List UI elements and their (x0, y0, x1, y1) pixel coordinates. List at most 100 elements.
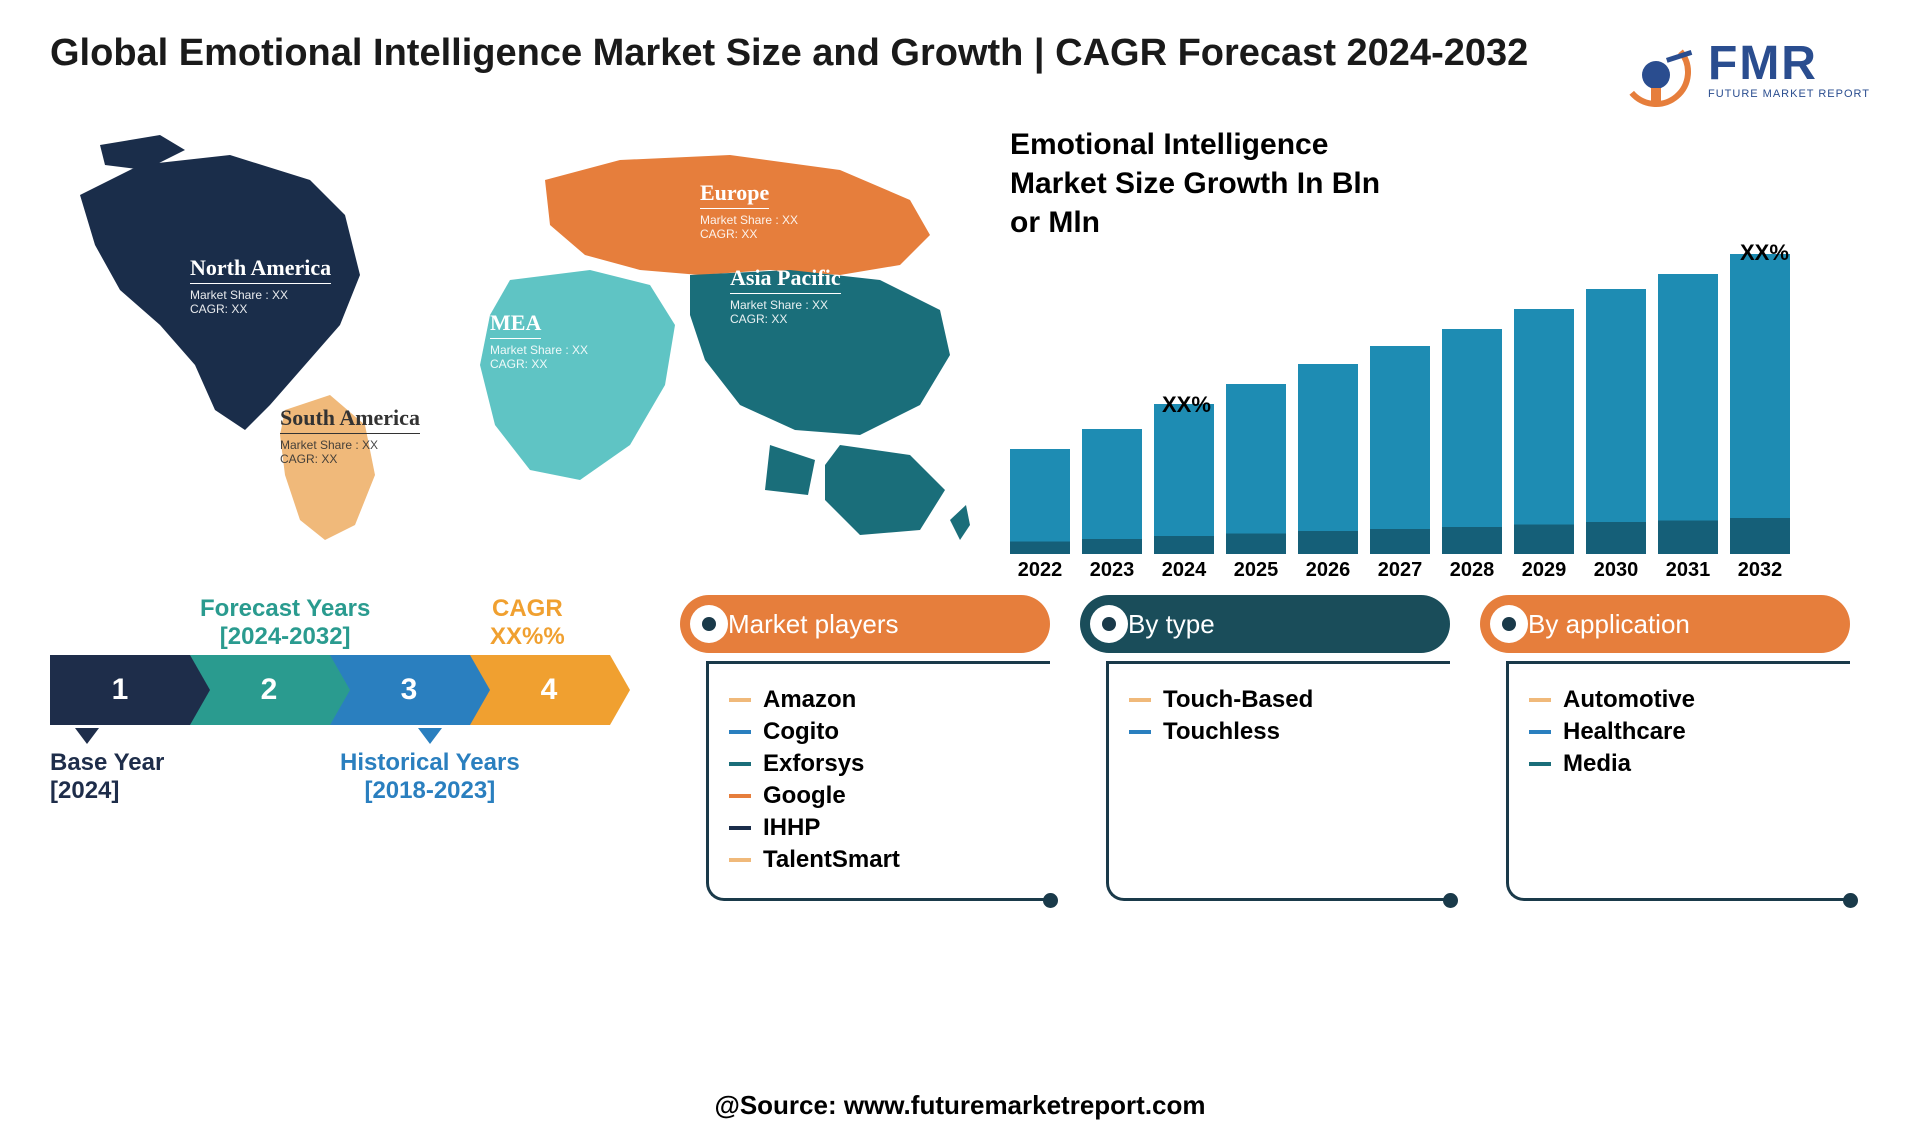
list-item-text: Healthcare (1563, 718, 1686, 746)
fmr-logo-icon (1618, 30, 1698, 110)
bar (1226, 384, 1286, 554)
dash-icon (1529, 762, 1551, 766)
market-players-list: Amazon Cogito Exforsys Google IHHP TalentSmar… (706, 661, 1050, 901)
bar-year-label: 2022 (1018, 559, 1063, 582)
dash-icon (729, 698, 751, 702)
timeline-segment: 2 (190, 655, 330, 725)
list-item: IHHP (729, 814, 1050, 842)
bar-year-label: 2026 (1306, 559, 1351, 582)
bar-year-label: 2027 (1378, 559, 1423, 582)
list-item: Touch-Based (1129, 686, 1450, 714)
logo-text-sub: FUTURE MARKET REPORT (1708, 88, 1870, 100)
bar (1514, 309, 1574, 554)
logo-text-main: FMR (1708, 40, 1870, 88)
by-application-header: By application (1480, 595, 1850, 653)
timeline-segment: 3 (330, 655, 470, 725)
list-item-text: Touch-Based (1163, 686, 1313, 714)
list-item: TalentSmart (729, 846, 1050, 874)
list-item: Healthcare (1529, 718, 1850, 746)
dash-icon (1129, 730, 1151, 734)
list-item-text: Amazon (763, 686, 856, 714)
list-item-text: IHHP (763, 814, 820, 842)
bar (1370, 346, 1430, 554)
list-item: Google (729, 782, 1050, 810)
source-attribution: @Source: www.futuremarketreport.com (714, 1090, 1205, 1121)
dash-icon (729, 858, 751, 862)
bar-annotation: XX% (1162, 392, 1211, 418)
by-type-box: By type Touch-Based Touchless (1080, 595, 1450, 901)
bar-group: 2032 (1730, 254, 1790, 582)
region-label-sa: South AmericaMarket Share : XXCAGR: XX (280, 405, 420, 466)
bar (1658, 274, 1718, 554)
bar-group: 2026 (1298, 364, 1358, 582)
list-item-text: Exforsys (763, 750, 864, 778)
bar-group: 2023 (1082, 429, 1142, 582)
bar-group: 2025 (1226, 384, 1286, 582)
bar (1154, 404, 1214, 554)
dash-icon (729, 762, 751, 766)
list-item-text: TalentSmart (763, 846, 900, 874)
fmr-logo: FMR FUTURE MARKET REPORT (1618, 30, 1870, 110)
timeline-arrows: 1234 (50, 655, 650, 725)
by-application-box: By application Automotive Healthcare Media (1480, 595, 1850, 901)
list-item: Cogito (729, 718, 1050, 746)
list-item: Exforsys (729, 750, 1050, 778)
bar-group: 2028 (1442, 329, 1502, 582)
region-label-eu: EuropeMarket Share : XXCAGR: XX (700, 180, 798, 241)
dash-icon (1529, 698, 1551, 702)
bar-year-label: 2028 (1450, 559, 1495, 582)
bar-year-label: 2032 (1738, 559, 1783, 582)
list-item-text: Automotive (1563, 686, 1695, 714)
timeline-section: Forecast Years [2024-2032] CAGR XX%% 123… (50, 595, 650, 725)
by-type-list: Touch-Based Touchless (1106, 661, 1450, 901)
list-item: Touchless (1129, 718, 1450, 746)
timeline-segment: 4 (470, 655, 610, 725)
dash-icon (1529, 730, 1551, 734)
region-label-ap: Asia PacificMarket Share : XXCAGR: XX (730, 265, 841, 326)
bar (1010, 449, 1070, 554)
dash-icon (1129, 698, 1151, 702)
list-item: Amazon (729, 686, 1050, 714)
bar-group: 2024 (1154, 404, 1214, 582)
bar-year-label: 2023 (1090, 559, 1135, 582)
dash-icon (729, 794, 751, 798)
region-label-mea: MEAMarket Share : XXCAGR: XX (490, 310, 588, 371)
market-players-box: Market players Amazon Cogito Exforsys Googl… (680, 595, 1050, 901)
bar-year-label: 2029 (1522, 559, 1567, 582)
list-item-text: Cogito (763, 718, 839, 746)
page-title: Global Emotional Intelligence Market Siz… (50, 30, 1528, 78)
by-type-header: By type (1080, 595, 1450, 653)
bar-group: 2022 (1010, 449, 1070, 582)
bar-year-label: 2025 (1234, 559, 1279, 582)
bar-group: 2029 (1514, 309, 1574, 582)
bar-year-label: 2024 (1162, 559, 1207, 582)
world-map: North AmericaMarket Share : XXCAGR: XX So… (50, 125, 970, 555)
bar (1586, 289, 1646, 554)
list-item: Media (1529, 750, 1850, 778)
bar-year-label: 2030 (1594, 559, 1639, 582)
list-item-text: Media (1563, 750, 1631, 778)
chart-title: Emotional Intelligence Market Size Growt… (1010, 125, 1410, 242)
dash-icon (729, 826, 751, 830)
bars-container: 2022 2023 2024 2025 2026 2027 2028 2029 2030 2031… (1010, 252, 1870, 582)
timeline-segment: 1 (50, 655, 190, 725)
bar-annotation: XX% (1740, 240, 1789, 266)
bar (1730, 254, 1790, 554)
historical-years-label: Historical Years [2018-2023] (340, 723, 520, 805)
bar-year-label: 2031 (1666, 559, 1711, 582)
bar-group: 2030 (1586, 289, 1646, 582)
bar-group: 2031 (1658, 274, 1718, 582)
by-application-list: Automotive Healthcare Media (1506, 661, 1850, 901)
list-item-text: Google (763, 782, 846, 810)
list-item: Automotive (1529, 686, 1850, 714)
growth-bar-chart: Emotional Intelligence Market Size Growt… (1010, 125, 1870, 555)
bar-group: 2027 (1370, 346, 1430, 582)
bar (1082, 429, 1142, 554)
list-item-text: Touchless (1163, 718, 1280, 746)
bar (1298, 364, 1358, 554)
dash-icon (729, 730, 751, 734)
base-year-label: Base Year [2024] (50, 723, 164, 805)
bar (1442, 329, 1502, 554)
market-players-header: Market players (680, 595, 1050, 653)
region-label-na: North AmericaMarket Share : XXCAGR: XX (190, 255, 331, 316)
